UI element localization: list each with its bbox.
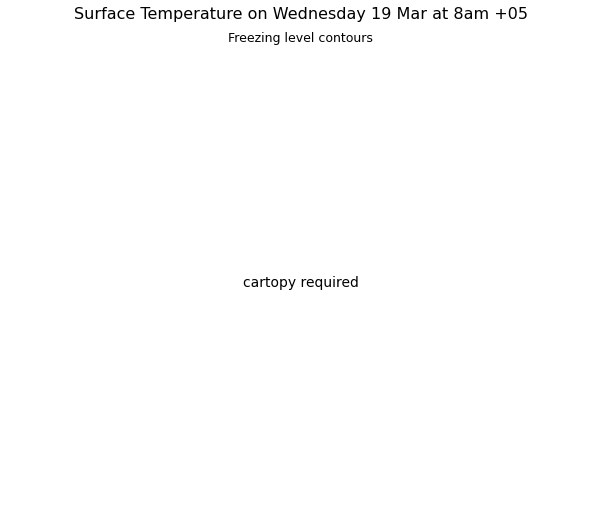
Text: Freezing level contours: Freezing level contours: [228, 32, 373, 45]
Text: cartopy required: cartopy required: [243, 276, 358, 290]
Text: Surface Temperature on Wednesday 19 Mar at 8am +05: Surface Temperature on Wednesday 19 Mar …: [73, 7, 528, 22]
